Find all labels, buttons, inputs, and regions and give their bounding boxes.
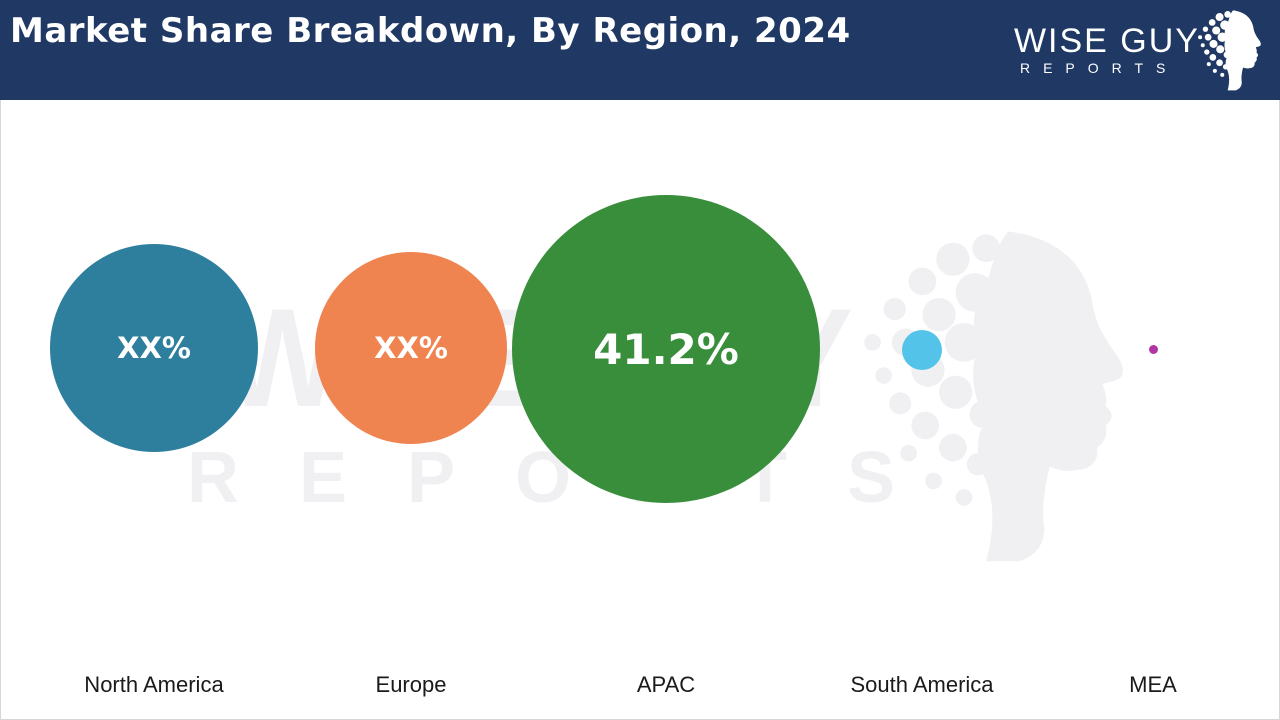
category-label-south-america: South America [850,672,994,697]
bubble-value-label: 41.2% [593,324,739,374]
brand-name: WISE GUY [1013,22,1200,61]
bubble-europe: XX% [315,252,507,444]
category-label-mea: MEA [1129,672,1177,697]
category-label-europe: Europe [375,672,447,697]
brand-logo: WISE GUY REPORTS [1014,6,1268,94]
brand-subtitle: REPORTS [1019,59,1179,76]
bubble-apac: 41.2% [512,195,820,503]
chart-area: WISE GUY REPORTS XX%XX%41.2% North Ameri… [0,100,1280,720]
watermark-head-icon [846,226,1154,564]
category-label-apac: APAC [636,672,696,697]
header-bar: Market Share Breakdown, By Region, 2024 … [0,0,1280,100]
category-label-north-america: North America [84,672,224,697]
bubble-north-america: XX% [50,244,258,452]
page-title: Market Share Breakdown, By Region, 2024 [10,11,851,51]
bubble-value-label: XX% [374,331,448,365]
bubble-south-america [902,330,942,370]
bubble-mea [1148,344,1158,354]
bubble-value-label: XX% [117,331,191,365]
wiseguy-head-icon [1194,9,1268,91]
brand-logo-text: WISE GUY REPORTS [1013,22,1200,76]
